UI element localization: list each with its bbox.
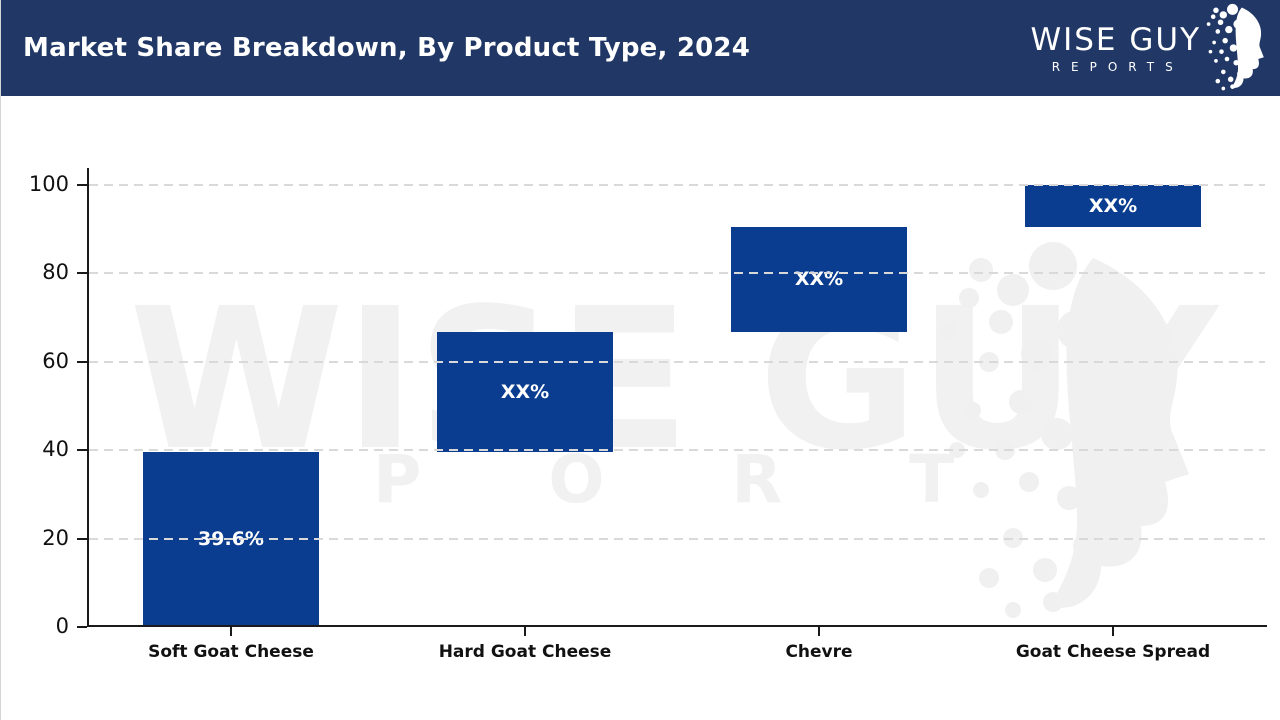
bar-value-label: XX% bbox=[1088, 194, 1138, 217]
y-tick-label-40: 40 bbox=[42, 437, 69, 462]
wise-guy-logo: WISE GUY REPORTS bbox=[1030, 2, 1273, 94]
x-tick-mark-2 bbox=[818, 627, 820, 636]
bar-goat-cheese-spread[interactable]: XX% bbox=[1025, 185, 1201, 227]
y-tick-label-0: 0 bbox=[55, 614, 69, 638]
logo-subtitle: REPORTS bbox=[1051, 60, 1184, 74]
x-tick-label-soft-goat-cheese: Soft Goat Cheese bbox=[148, 642, 314, 662]
y-tick-mark-80 bbox=[77, 272, 87, 275]
chart-area: WISE GUY P O R T S 39.6%XX%XX%XX% 020406… bbox=[1, 96, 1280, 720]
x-tick-label-goat-cheese-spread: Goat Cheese Spread bbox=[1015, 642, 1211, 662]
chart-title: Market Share Breakdown, By Product Type,… bbox=[23, 33, 750, 63]
x-tick-mark-3 bbox=[1112, 627, 1114, 636]
y-tick-label-100: 100 bbox=[28, 172, 69, 196]
gridline-80 bbox=[89, 272, 1265, 275]
bar-chevre[interactable]: XX% bbox=[731, 226, 907, 333]
bar-value-label: XX% bbox=[500, 381, 550, 404]
bar-hard-goat-cheese[interactable]: XX% bbox=[437, 332, 613, 452]
y-tick-mark-60 bbox=[77, 360, 87, 363]
x-tick-mark-1 bbox=[524, 627, 526, 636]
y-tick-mark-40 bbox=[77, 449, 87, 452]
header-banner: Market Share Breakdown, By Product Type,… bbox=[1, 0, 1280, 96]
y-tick-mark-0 bbox=[77, 626, 87, 628]
y-tick-label-60: 60 bbox=[42, 348, 69, 373]
y-tick-label-80: 80 bbox=[42, 260, 69, 285]
x-tick-mark-0 bbox=[230, 627, 232, 636]
y-tick-label-20: 20 bbox=[42, 525, 69, 550]
y-tick-mark-20 bbox=[77, 537, 87, 540]
x-tick-label-hard-goat-cheese: Hard Goat Cheese bbox=[438, 642, 612, 662]
x-tick-label-chevre: Chevre bbox=[785, 642, 853, 662]
watermark-head-icon bbox=[941, 242, 1189, 618]
y-axis-line bbox=[87, 168, 89, 627]
x-axis-line bbox=[87, 625, 1267, 627]
gridline-60 bbox=[89, 360, 1265, 363]
y-tick-mark-100 bbox=[77, 184, 87, 186]
logo-wordmark: WISE GUY bbox=[1030, 22, 1201, 58]
gridline-40 bbox=[89, 449, 1265, 452]
gridline-20 bbox=[89, 537, 1265, 540]
gridline-100 bbox=[89, 184, 1265, 186]
logo-text: WISE GUY REPORTS bbox=[1030, 22, 1201, 74]
